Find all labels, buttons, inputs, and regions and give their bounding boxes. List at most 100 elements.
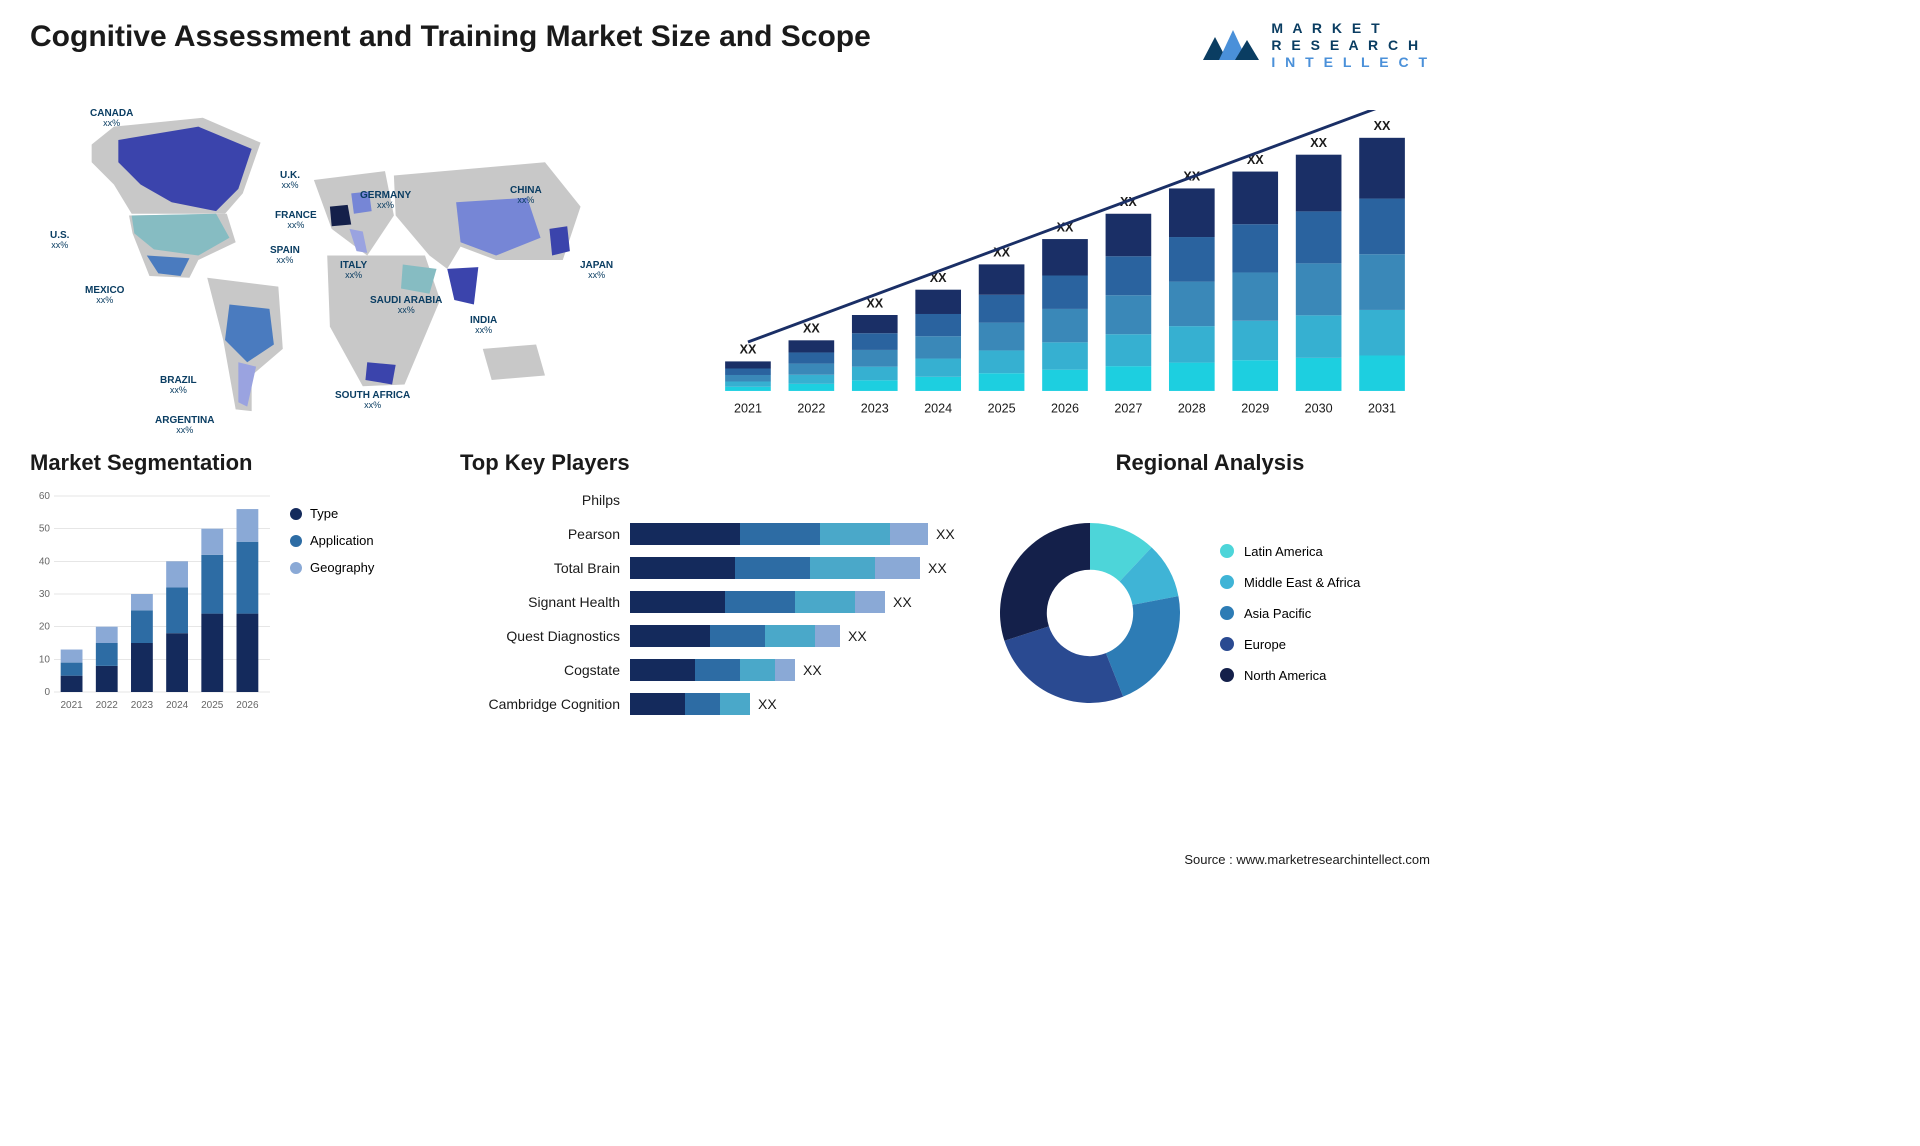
growth-bar-seg [789,353,835,364]
growth-bar-seg [789,341,835,353]
seg-bar-seg [61,663,83,676]
brand-logo: M A R K E T R E S E A R C H I N T E L L … [1201,20,1430,70]
growth-bar-seg [1296,264,1342,316]
growth-bar-seg [915,314,961,336]
growth-bar-label: XX [803,322,820,336]
seg-bar-seg [237,509,259,542]
growth-bar-seg [852,367,898,381]
growth-bar-seg [725,369,771,375]
regional-legend-item: North America [1220,668,1360,683]
player-value: XX [848,628,867,644]
growth-bar-seg [1169,327,1215,363]
growth-bar-seg [1106,214,1152,257]
seg-bar-seg [61,676,83,692]
growth-bar-seg [1106,335,1152,367]
map-region-japan [549,227,569,256]
player-bar-seg [630,523,740,545]
logo-icon [1201,25,1261,65]
map-region-france [330,205,351,226]
seg-ytick: 20 [39,622,51,633]
player-row: Quest DiagnosticsXX [460,622,960,650]
player-bar [630,659,795,681]
legend-label: Geography [310,560,374,575]
map-label-germany: GERMANYxx% [360,190,411,211]
legend-swatch [1220,575,1234,589]
logo-line-1: M A R K E T [1271,20,1430,37]
growth-bar-seg [915,337,961,359]
growth-bar-seg [1296,212,1342,264]
growth-year-label: 2024 [924,402,952,416]
growth-bar-seg [979,374,1025,392]
map-label-southafrica: SOUTH AFRICAxx% [335,390,410,411]
player-bar-seg [740,659,775,681]
segmentation-title: Market Segmentation [30,450,430,476]
growth-bar-seg [1042,370,1088,391]
player-bar-seg [630,625,710,647]
growth-bar-seg [1359,356,1405,391]
player-value: XX [758,696,777,712]
seg-bar-seg [237,614,259,692]
seg-bar-seg [96,643,118,666]
map-label-france: FRANCExx% [275,210,317,231]
logo-line-2: R E S E A R C H [1271,37,1430,54]
growth-bar-seg [1042,239,1088,275]
growth-bar-seg [725,375,771,381]
player-value: XX [803,662,822,678]
growth-bar-label: XX [740,343,757,357]
legend-swatch [290,508,302,520]
map-region-argentina [238,363,256,407]
seg-bar-seg [237,542,259,614]
seg-bar-seg [166,562,188,588]
player-bar-seg [810,557,875,579]
growth-bar-seg [789,384,835,391]
growth-bar-seg [1169,189,1215,238]
growth-bar-seg [725,382,771,387]
regional-legend-item: Latin America [1220,544,1360,559]
seg-bar-seg [166,634,188,693]
logo-line-3: I N T E L L E C T [1271,54,1430,71]
growth-bar-seg [1042,309,1088,342]
growth-year-label: 2030 [1305,402,1333,416]
legend-swatch [1220,668,1234,682]
growth-bar-seg [1359,199,1405,255]
logo-text: M A R K E T R E S E A R C H I N T E L L … [1271,20,1430,70]
player-bar-seg [815,625,840,647]
player-value: XX [936,526,955,542]
player-bar-seg [820,523,890,545]
growth-bar-seg [725,387,771,391]
map-label-italy: ITALYxx% [340,260,367,281]
map-label-spain: SPAINxx% [270,245,300,266]
player-value: XX [928,560,947,576]
page-title: Cognitive Assessment and Training Market… [30,20,871,54]
regional-legend: Latin AmericaMiddle East & AfricaAsia Pa… [1220,544,1360,683]
map-label-saudiarabia: SAUDI ARABIAxx% [370,295,442,316]
player-row: PearsonXX [460,520,960,548]
growth-bar-seg [789,375,835,384]
player-bar-seg [795,591,855,613]
growth-bar-seg [1042,276,1088,309]
seg-year-label: 2026 [236,700,259,711]
growth-bar-seg [1106,257,1152,296]
player-bar [630,523,928,545]
seg-legend-item: Application [290,533,374,548]
growth-bar-seg [1169,363,1215,391]
seg-year-label: 2025 [201,700,224,711]
map-label-mexico: MEXICOxx% [85,285,124,306]
map-label-uk: U.K.xx% [280,170,300,191]
player-row: Total BrainXX [460,554,960,582]
key-players-title: Top Key Players [460,450,960,476]
growth-year-label: 2028 [1178,402,1206,416]
player-name: Philps [460,492,630,508]
seg-bar-seg [61,650,83,663]
seg-bar-seg [131,594,153,610]
growth-year-label: 2029 [1241,402,1269,416]
growth-bar-seg [789,364,835,375]
player-row: Philps [460,486,960,514]
player-bar-seg [855,591,885,613]
growth-year-label: 2021 [734,402,762,416]
map-label-us: U.S.xx% [50,230,69,251]
segmentation-panel: Market Segmentation 01020304050602021202… [30,450,430,740]
map-label-argentina: ARGENTINAxx% [155,415,214,436]
growth-bar-label: XX [1374,119,1391,133]
growth-chart-panel: XX2021XX2022XX2023XX2024XX2025XX2026XX20… [700,100,1430,420]
